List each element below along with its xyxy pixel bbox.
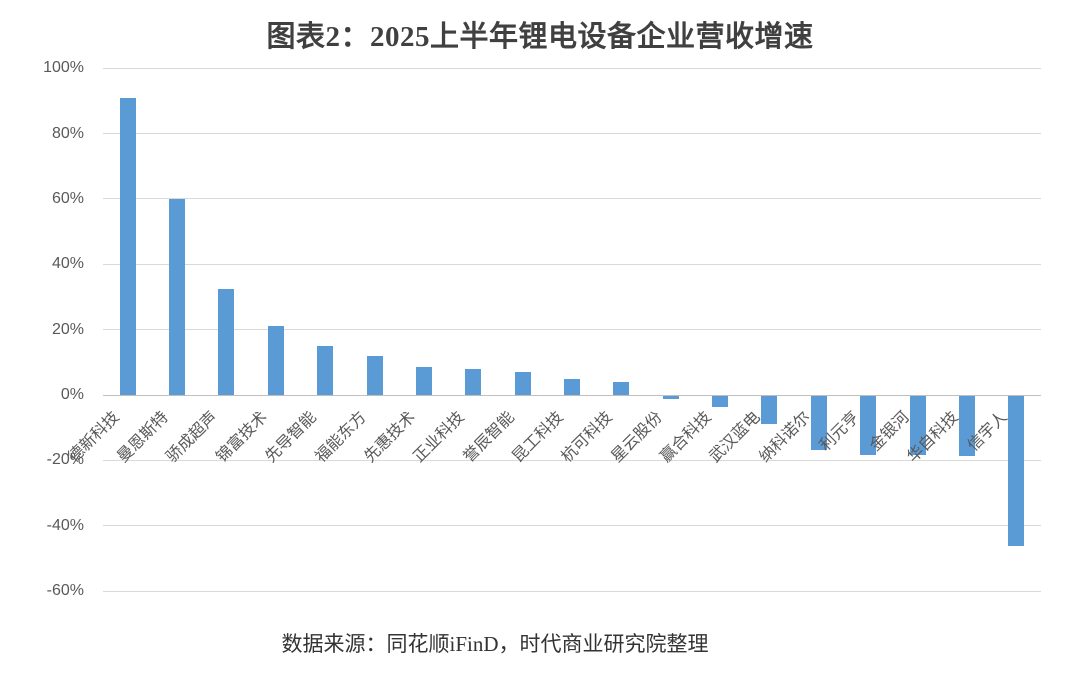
y-axis-label: -60% <box>46 582 84 600</box>
bar <box>514 372 531 395</box>
x-axis-label: 正业科技 <box>410 408 468 466</box>
bar <box>712 396 729 408</box>
gridline <box>103 459 1041 461</box>
bar <box>169 198 186 395</box>
bar <box>1008 396 1025 547</box>
y-axis-label: 80% <box>51 124 84 142</box>
x-axis-label: 福能东方 <box>311 408 370 466</box>
gridline <box>103 329 1041 331</box>
bar <box>860 396 877 455</box>
source-note: 数据来源：同花顺iFinD，时代商业研究院整理 <box>281 632 709 656</box>
bar <box>465 368 482 395</box>
y-axis-label: 40% <box>51 255 84 273</box>
x-axis-label: 昆工科技 <box>509 408 567 466</box>
x-axis-label: 誉辰智能 <box>460 408 518 466</box>
gridline <box>103 263 1041 265</box>
bar <box>415 367 432 395</box>
chart-title: 图表2：2025上半年锂电设备企业营收增速 <box>266 21 814 53</box>
bar <box>613 381 630 395</box>
bar <box>267 326 284 395</box>
x-axis-label: 星云股份 <box>608 408 666 466</box>
bar <box>564 378 580 395</box>
bar <box>662 396 679 400</box>
gridline <box>103 525 1041 527</box>
x-axis-label: 锦富技术 <box>213 408 271 466</box>
bar <box>958 396 975 457</box>
x-axis-label: 赢合科技 <box>657 408 715 466</box>
x-axis-zero-line <box>103 394 1041 396</box>
x-axis-label: 武汉蓝电 <box>706 408 765 466</box>
x-axis-label: 先导智能 <box>262 408 320 466</box>
x-axis-label: 骄成超声 <box>163 408 222 466</box>
bar <box>366 355 383 395</box>
x-axis-label: 杭可科技 <box>558 408 617 466</box>
gridline <box>103 590 1041 592</box>
y-axis-label: 60% <box>51 189 84 207</box>
bar <box>761 396 778 424</box>
bar <box>317 345 334 395</box>
y-axis-label: -40% <box>46 516 84 534</box>
bar <box>810 396 827 450</box>
bar <box>909 396 926 455</box>
gridline <box>103 67 1041 69</box>
gridline <box>103 133 1041 135</box>
y-axis-label: -20% <box>46 451 84 469</box>
x-axis-label: 德新科技 <box>65 408 123 466</box>
bar <box>119 97 136 395</box>
y-axis-label: 0% <box>60 386 84 403</box>
x-axis-label: 曼恩斯特 <box>114 408 172 466</box>
gridline <box>103 198 1041 200</box>
x-axis-label: 先惠技术 <box>361 408 419 466</box>
y-axis-label: 20% <box>51 320 84 338</box>
y-axis-label: 100% <box>43 59 84 77</box>
bar <box>218 288 235 395</box>
